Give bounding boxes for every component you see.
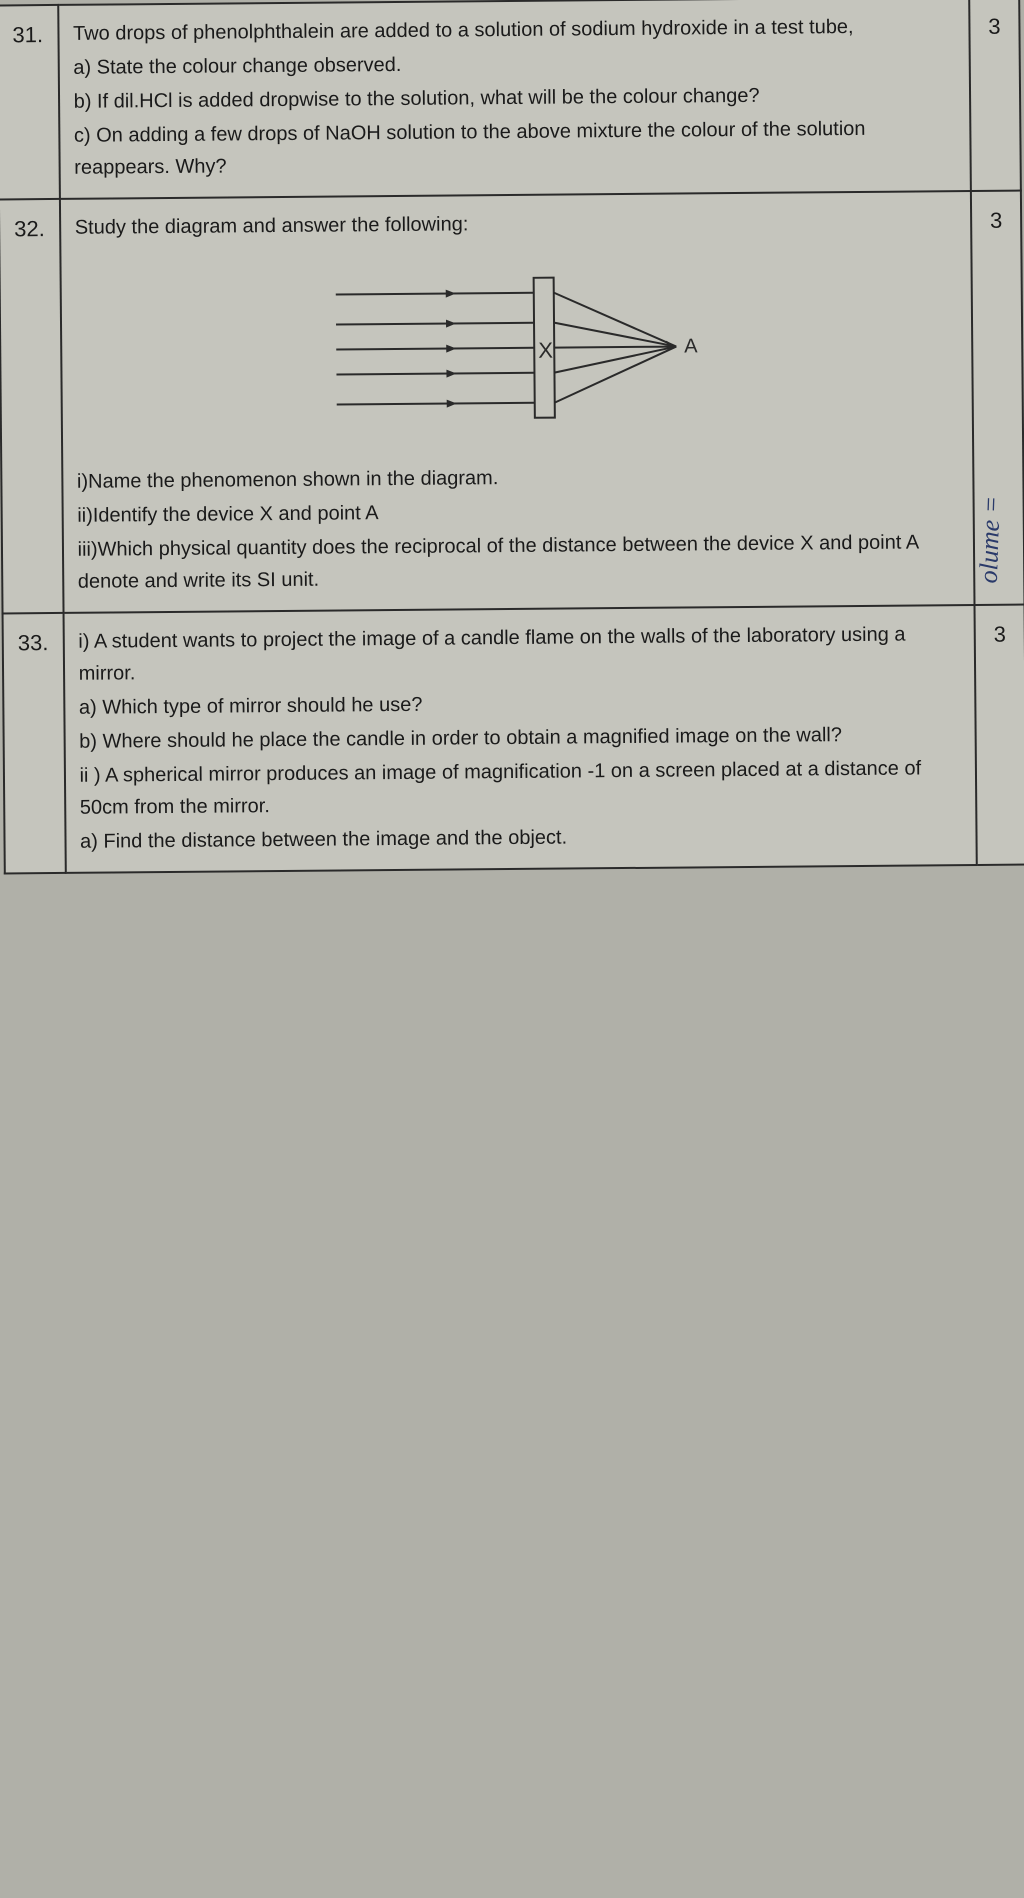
q31-body: Two drops of phenolphthalein are added t… [58, 0, 971, 199]
q31-b: b) If dil.HCl is added dropwise to the s… [74, 78, 956, 118]
q33-ii-a: a) Find the distance between the image a… [80, 818, 962, 858]
diagram-label-a: A [684, 335, 698, 357]
q33-b: b) Where should he place the candle in o… [79, 718, 961, 758]
lens-diagram: X A [75, 254, 958, 452]
q32-iii: iii)Which physical quantity does the rec… [77, 526, 959, 598]
q31-a: a) State the colour change observed. [73, 44, 955, 84]
q33-i: i) A student wants to project the image … [78, 618, 960, 690]
q32-i: i)Name the phenomenon shown in the diagr… [77, 458, 959, 498]
diagram-label-x: X [538, 338, 553, 363]
q33-marks: 3 [975, 605, 1024, 865]
q33-number: 33. [3, 613, 66, 874]
q32-marks: 3 [971, 191, 1024, 605]
q33-a: a) Which type of mirror should he use? [79, 684, 961, 724]
q32-body: Study the diagram and answer the followi… [60, 191, 975, 613]
q31-c: c) On adding a few drops of NaOH solutio… [74, 112, 956, 184]
q33-body: i) A student wants to project the image … [63, 605, 977, 873]
q31-number: 31. [0, 5, 60, 200]
q32-ii: ii)Identify the device X and point A [77, 492, 959, 532]
q31-marks: 3 [969, 0, 1021, 191]
q33-ii: ii ) A spherical mirror produces an imag… [79, 752, 961, 824]
q32-intro: Study the diagram and answer the followi… [75, 204, 957, 244]
q31-intro: Two drops of phenolphthalein are added t… [73, 10, 955, 50]
q32-number: 32. [0, 199, 63, 614]
